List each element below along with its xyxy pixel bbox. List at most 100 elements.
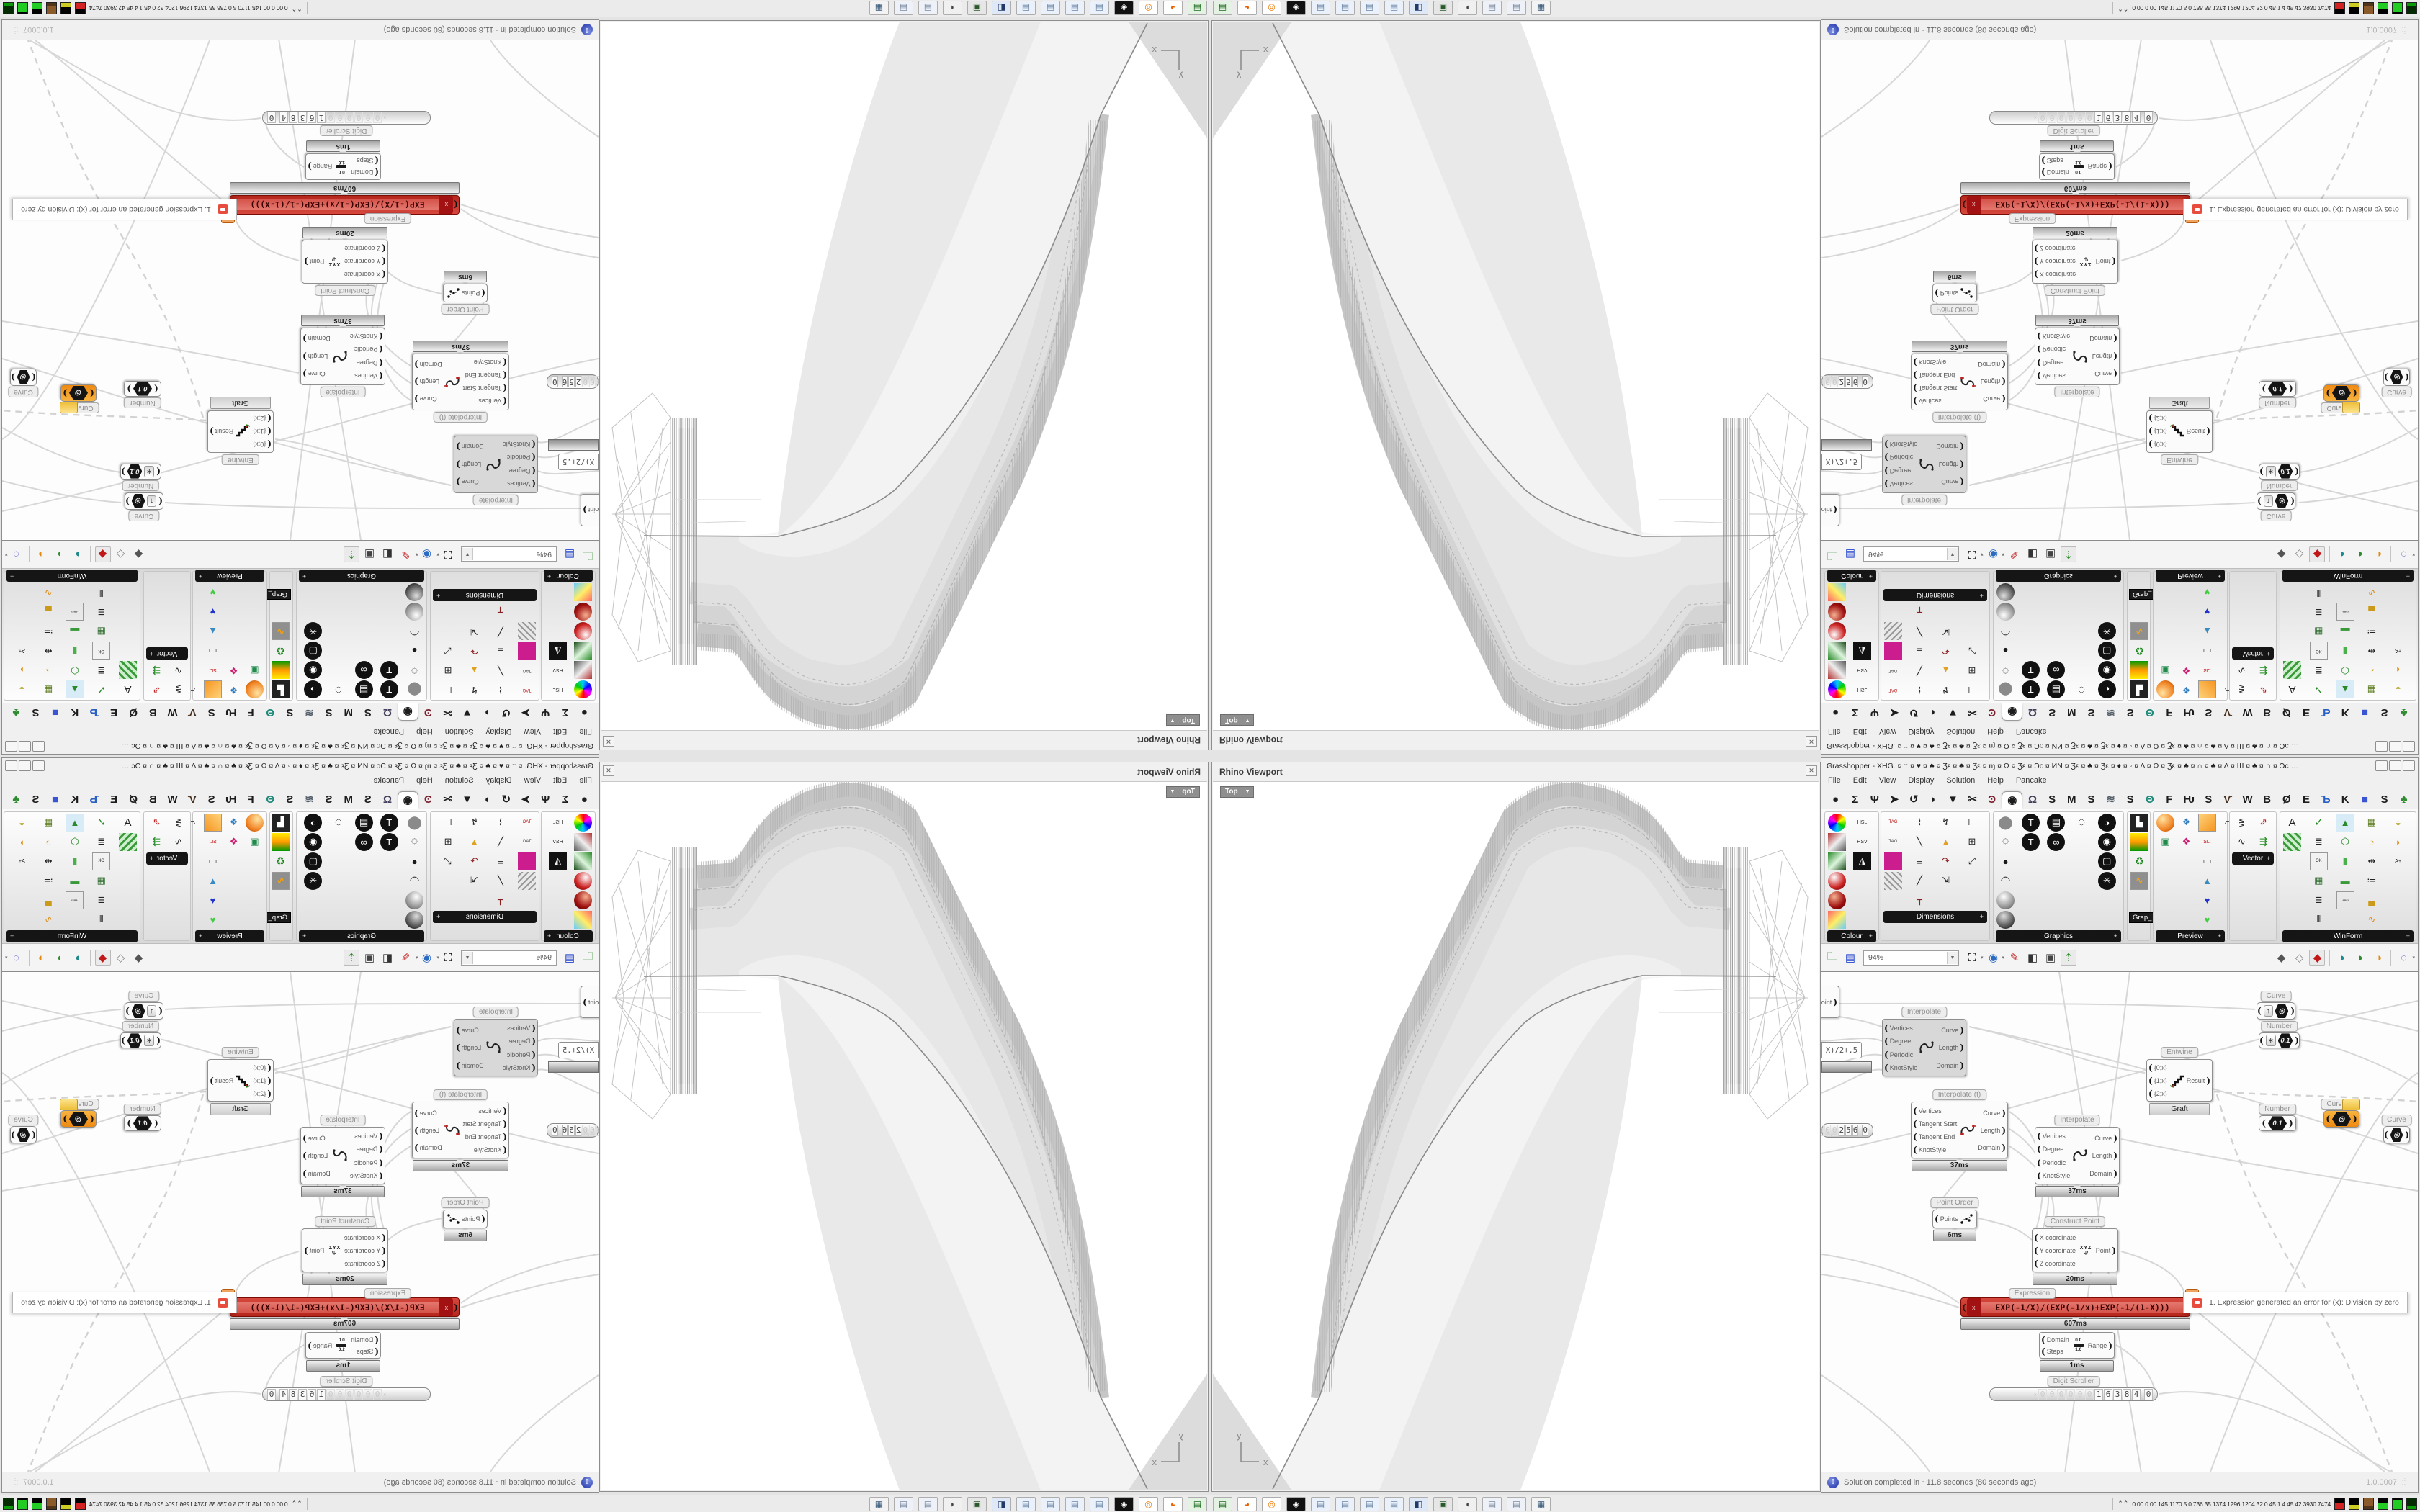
marker-dim-icon[interactable]: ┰	[498, 894, 503, 906]
grasshopper-canvas[interactable]: Point)X)/2+.50002560Interpolate(Vertices…	[1821, 39, 2418, 541]
wire-grip-arc[interactable]: (	[2384, 1130, 2388, 1140]
area-chart-icon[interactable]: ∿	[2367, 587, 2376, 598]
screen-capture-icon[interactable]: ▣	[250, 665, 259, 676]
category-tab-25[interactable]: Ъ	[2321, 793, 2331, 806]
digit-cell-faint[interactable]: 0	[2048, 1388, 2056, 1400]
area-chart-icon[interactable]: ∿	[44, 587, 53, 598]
progress-green-icon[interactable]: ▬	[2340, 875, 2350, 886]
selection-circle-icon[interactable]: ◌	[13, 951, 19, 964]
chevron-down-icon[interactable]: ▼	[462, 548, 473, 561]
gem-light-icon[interactable]: ◇	[2295, 547, 2304, 560]
wire-grip-arc[interactable]: (	[1962, 1302, 1966, 1313]
label-button-icon[interactable]: LABEL	[2336, 891, 2354, 909]
input-knotstyle[interactable]: (KnotStyle	[2037, 331, 2070, 341]
hatch-grid-icon[interactable]	[1884, 622, 1902, 641]
city-chart-icon[interactable]: ▙	[2130, 813, 2148, 832]
ok-button-icon[interactable]: OK	[92, 642, 111, 660]
close-button[interactable]	[2403, 760, 2415, 772]
gimp-taskbar-icon[interactable]: ◈	[1286, 1496, 1306, 1511]
input-vertices[interactable]: (Vertices	[2037, 371, 2070, 381]
digit-cell-decimal[interactable]: 0	[552, 375, 558, 387]
digit-cell[interactable]: 2	[1838, 375, 1845, 387]
hatched-green-icon[interactable]	[119, 661, 137, 680]
category-tab-5[interactable]: ◗	[483, 706, 490, 719]
number-param-1-node[interactable]: (∗ 0.1)	[120, 463, 161, 480]
input-tangent-start[interactable]: (Tangent Start	[1913, 1120, 1957, 1128]
vbar-green-icon[interactable]: ▮	[2342, 645, 2348, 657]
wire-grip-arc[interactable]: (	[2034, 269, 2038, 280]
input-domain[interactable]: (Domain	[2041, 1336, 2069, 1344]
wire-grip-arc[interactable]: (	[2034, 1232, 2038, 1243]
wire-grip-arc[interactable]: )	[2112, 1245, 2116, 1256]
zigzag-arrow-icon[interactable]: ∿	[2238, 665, 2246, 676]
circle-T2-icon[interactable]: T	[2022, 832, 2040, 851]
green-arrows-icon[interactable]: ⇶	[153, 836, 161, 847]
category-tab-11[interactable]: S	[364, 706, 372, 719]
prism-icon[interactable]: ◮	[1853, 852, 1871, 870]
hsv-icon[interactable]: HSV	[552, 839, 563, 845]
category-tab-18[interactable]: Ƕ	[225, 793, 237, 806]
warning-balloon-icon[interactable]	[2342, 401, 2360, 413]
menu-view[interactable]: View	[524, 776, 542, 786]
menu-pancake[interactable]: Pancake	[2015, 776, 2047, 786]
line-segment-icon[interactable]: ╲	[498, 836, 503, 847]
label-button-icon[interactable]: LABEL	[66, 603, 84, 621]
entwine-graft-bar[interactable]: Graft	[210, 396, 271, 409]
rainbow-square-icon[interactable]	[1828, 910, 1846, 929]
graph-mapper-icon[interactable]: ∿	[272, 622, 290, 641]
output-domain[interactable]: Domain)	[2089, 333, 2118, 343]
output-curve[interactable]: Curve)	[1936, 1026, 1964, 1035]
wire-grip-arc[interactable]: (	[382, 1232, 386, 1243]
category-tab-28[interactable]: S	[2380, 793, 2388, 806]
wire-grip-arc[interactable]: )	[2405, 372, 2409, 382]
category-tab-18[interactable]: Ƕ	[225, 706, 237, 719]
palette-group-label[interactable]: WinForm +	[6, 930, 138, 942]
digit-cell-faint[interactable]: 0	[1824, 1125, 1831, 1137]
output-range[interactable]: Range)	[308, 1341, 332, 1351]
save-file-icon[interactable]: ▤	[1845, 547, 1856, 560]
tag-x-icon[interactable]: TAG	[522, 820, 532, 825]
chevron-down-icon[interactable]: ▾	[436, 955, 439, 961]
gradient-bar-icon[interactable]	[2130, 661, 2148, 680]
gimp-taskbar-icon[interactable]: ◈	[1114, 1496, 1134, 1511]
category-tab-10[interactable]: Ω	[383, 793, 393, 806]
wire-grip-arc[interactable]: (	[267, 1063, 272, 1074]
pie-yellow-green-icon[interactable]: ◒	[19, 816, 25, 828]
canvas-zoom-input[interactable]: 94% ▼	[1863, 950, 1959, 966]
wire-grip-arc[interactable]: )	[302, 1133, 307, 1143]
input-vertices[interactable]: (Vertices	[1913, 1107, 1957, 1115]
label-button-icon[interactable]: LABEL	[66, 891, 84, 909]
wire-grip-arc[interactable]: (	[2041, 1346, 2045, 1356]
trees-image-icon[interactable]: ▲	[66, 813, 84, 832]
category-tab-12[interactable]: M	[2067, 793, 2076, 806]
ellipse-gray-icon[interactable]: ⬤	[1998, 814, 2013, 829]
remote-monitor-taskbar-icon[interactable]: ▦	[1531, 1496, 1551, 1511]
ellipse-gray-icon[interactable]: ⬤	[1998, 683, 2013, 698]
menu-file[interactable]: File	[1828, 776, 1841, 786]
font-add-icon[interactable]: A+	[18, 648, 25, 654]
gradient-green-icon[interactable]	[574, 852, 592, 870]
palette-group-label[interactable]: Graphics +	[1996, 570, 2121, 582]
input--1-x-[interactable]: ({1;x}	[253, 426, 272, 436]
notepad-2-taskbar-icon[interactable]: ▤	[1065, 1, 1085, 16]
checkmark-icon[interactable]: ✓	[2314, 683, 2323, 696]
digit-cell-faint[interactable]: 0	[2085, 1388, 2094, 1400]
tag-icon[interactable]: TAG	[1888, 840, 1898, 845]
arc-dim-icon[interactable]: ↷	[1942, 855, 1950, 867]
monitor-app-taskbar-icon[interactable]: ▣	[967, 1496, 987, 1511]
input-knotstyle[interactable]: (KnotStyle	[1913, 357, 1957, 367]
wire-grip-arc[interactable]: )	[2290, 495, 2295, 506]
category-tab-10[interactable]: Ω	[383, 706, 393, 719]
video-camera-icon[interactable]: ▭	[2202, 855, 2212, 867]
output-domain[interactable]: Domain)	[414, 359, 442, 369]
entwine-node[interactable]: ({0;x}({1;x}({2;x} Result)	[2146, 1059, 2213, 1102]
pie-yellow-green-icon[interactable]: ◒	[19, 684, 25, 696]
minimize-button[interactable]	[2375, 760, 2388, 772]
dotted-loop-icon[interactable]: ◌	[2078, 683, 2086, 697]
checkmark-icon[interactable]: ✓	[97, 816, 106, 829]
input-periodic[interactable]: (Periodic	[2037, 1158, 2070, 1167]
category-tab-3[interactable]: ➤	[521, 793, 531, 806]
arrows-swap-icon[interactable]: ⇹	[2367, 645, 2376, 657]
screen-capture-icon[interactable]: ▣	[2161, 836, 2170, 847]
save-file-icon[interactable]: ▤	[564, 547, 575, 560]
